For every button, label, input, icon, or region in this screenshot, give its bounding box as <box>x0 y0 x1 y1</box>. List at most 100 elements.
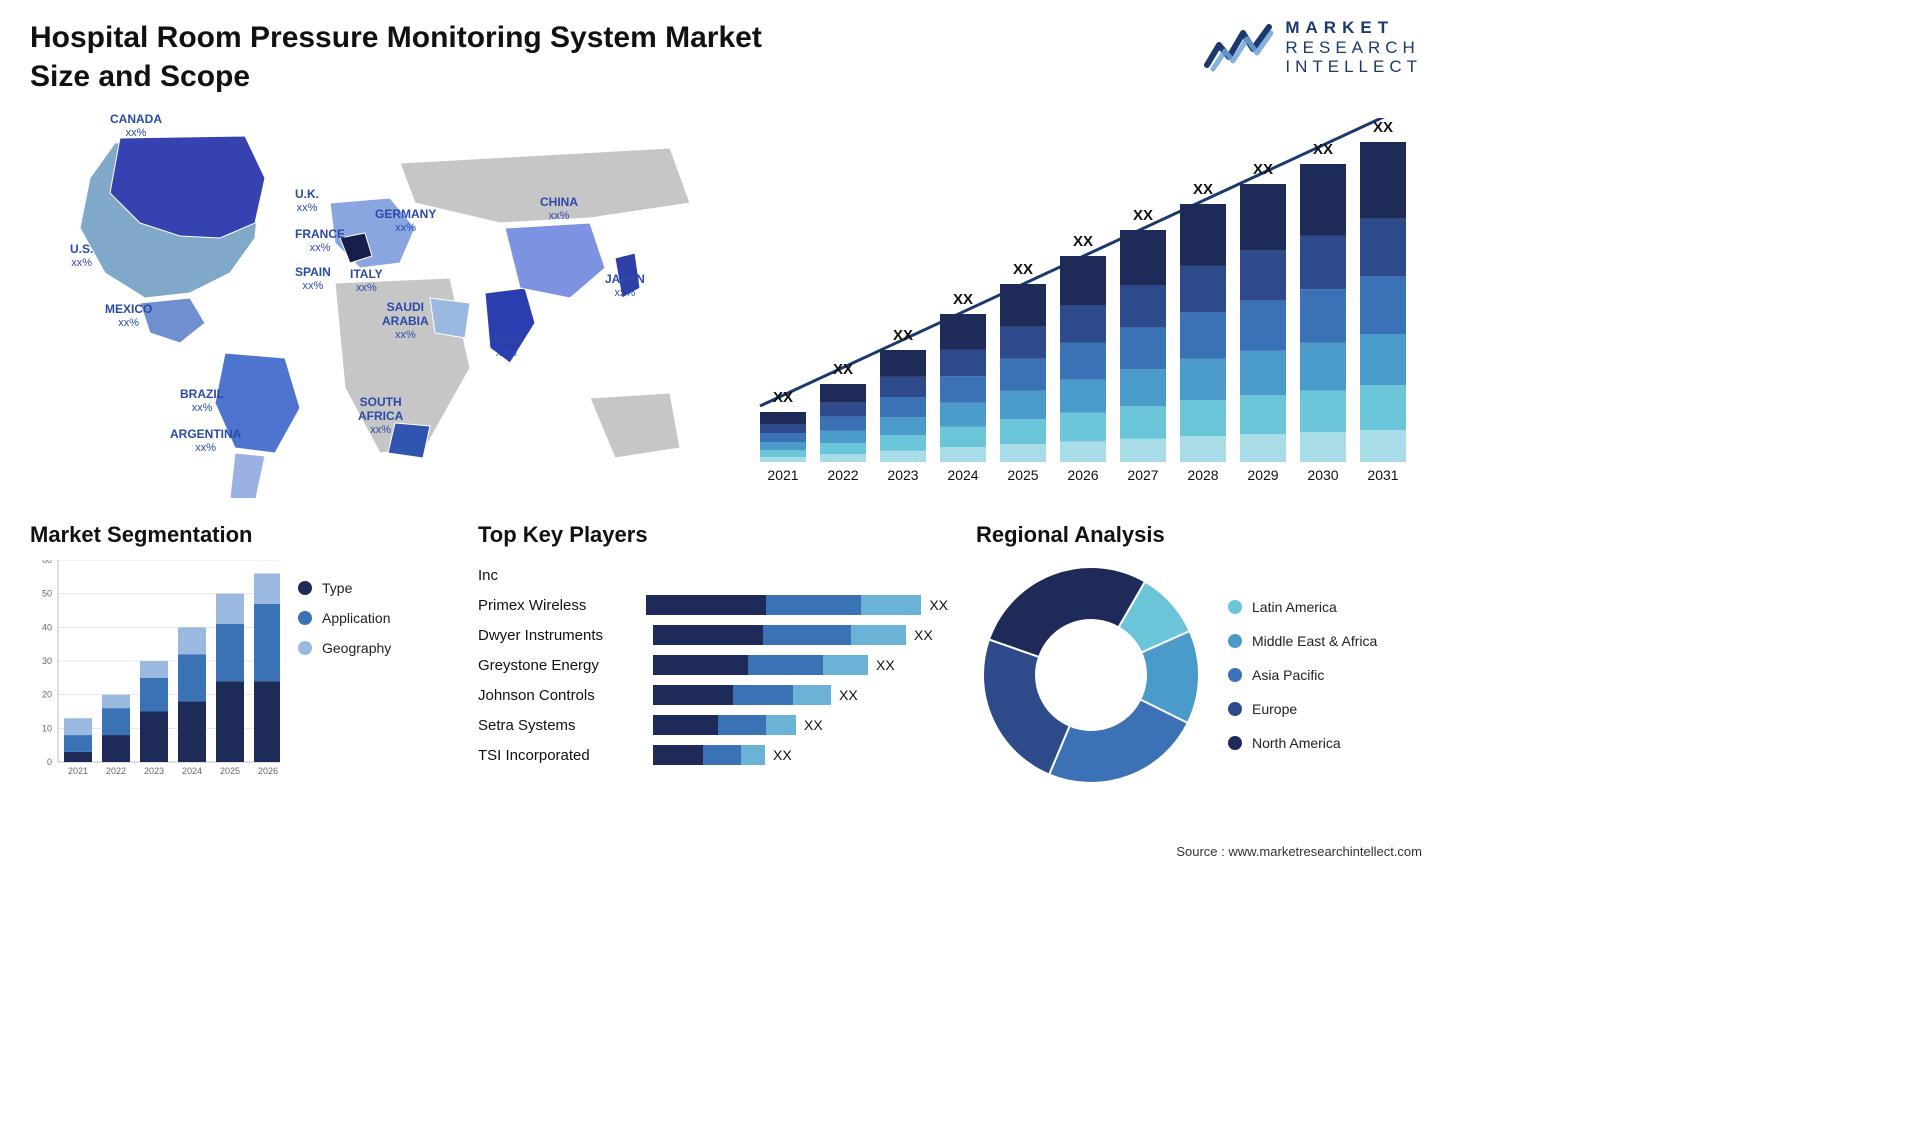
svg-text:60: 60 <box>42 560 52 565</box>
logo-line2: RESEARCH <box>1285 38 1422 58</box>
svg-text:XX: XX <box>1373 119 1393 136</box>
player-bar-segment <box>793 685 831 705</box>
logo-icon <box>1203 21 1275 73</box>
regional-legend: Latin America Middle East & Africa Asia Pa… <box>1228 599 1377 751</box>
player-name: Greystone Energy <box>478 657 643 674</box>
regional-legend-item: Europe <box>1228 701 1377 717</box>
svg-text:XX: XX <box>893 327 913 344</box>
source-text: Source : www.marketresearchintellect.com <box>1176 844 1422 859</box>
svg-text:2025: 2025 <box>1007 467 1038 483</box>
player-name: Primex Wireless <box>478 597 636 614</box>
player-bar-segment <box>653 625 763 645</box>
player-name: Inc <box>478 567 643 584</box>
player-value: XX <box>804 717 823 733</box>
regional-legend-item: Middle East & Africa <box>1228 633 1377 649</box>
svg-text:2028: 2028 <box>1187 467 1218 483</box>
player-bar <box>653 625 906 645</box>
svg-text:30: 30 <box>42 656 52 666</box>
growth-bar-chart: XX 2021 XX 2022 XX 2023 XX 2024 XX 2025 XX 2026 XX 20… <box>730 118 1410 488</box>
player-value: XX <box>773 747 792 763</box>
svg-text:2029: 2029 <box>1247 467 1278 483</box>
svg-text:2027: 2027 <box>1127 467 1158 483</box>
players-panel: Top Key Players IncPrimex WirelessXXDwye… <box>478 522 948 790</box>
map-label-china: CHINAxx% <box>540 196 578 222</box>
svg-text:2024: 2024 <box>947 467 978 483</box>
legend-swatch <box>298 611 312 625</box>
player-name: TSI Incorporated <box>478 747 643 764</box>
player-bar-segment <box>703 745 741 765</box>
svg-text:2021: 2021 <box>767 467 798 483</box>
legend-swatch <box>1228 702 1242 716</box>
player-row: Primex Wireless XX <box>478 590 948 620</box>
map-label-mexico: MEXICOxx% <box>105 303 152 329</box>
legend-swatch <box>1228 634 1242 648</box>
legend-label: Latin America <box>1252 599 1337 615</box>
svg-text:2026: 2026 <box>1067 467 1098 483</box>
svg-text:2022: 2022 <box>827 467 858 483</box>
player-value: XX <box>876 657 895 673</box>
svg-text:40: 40 <box>42 622 52 632</box>
map-label-u-s-: U.S.xx% <box>70 243 93 269</box>
brand-logo: MARKET RESEARCH INTELLECT <box>1203 18 1422 77</box>
legend-label: Asia Pacific <box>1252 667 1324 683</box>
regional-title: Regional Analysis <box>976 522 1422 548</box>
map-label-france: FRANCExx% <box>295 228 345 254</box>
map-label-canada: CANADAxx% <box>110 113 162 139</box>
svg-text:2031: 2031 <box>1367 467 1398 483</box>
map-label-argentina: ARGENTINAxx% <box>170 428 241 454</box>
world-map-panel: CANADAxx%U.S.xx%MEXICOxx%BRAZILxx%ARGENT… <box>30 108 710 498</box>
svg-text:10: 10 <box>42 723 52 733</box>
map-label-italy: ITALYxx% <box>350 268 383 294</box>
player-bar-segment <box>766 715 796 735</box>
player-value: XX <box>839 687 858 703</box>
player-row: Johnson Controls XX <box>478 680 948 710</box>
regional-legend-item: Asia Pacific <box>1228 667 1377 683</box>
legend-label: North America <box>1252 735 1341 751</box>
player-bar <box>653 685 831 705</box>
legend-label: Geography <box>322 640 391 656</box>
svg-text:XX: XX <box>1193 181 1213 198</box>
player-bar-segment <box>763 625 851 645</box>
player-bar <box>653 745 765 765</box>
svg-text:2024: 2024 <box>182 766 202 776</box>
player-row: Greystone Energy XX <box>478 650 948 680</box>
segmentation-bar-chart: 0102030405060202120222023202420252026 <box>30 560 280 780</box>
segmentation-legend: TypeApplicationGeography <box>298 580 391 656</box>
seg-legend-item: Application <box>298 610 391 626</box>
map-label-japan: JAPANxx% <box>605 273 645 299</box>
player-value: XX <box>929 597 948 613</box>
legend-label: Middle East & Africa <box>1252 633 1377 649</box>
svg-text:XX: XX <box>1313 141 1333 158</box>
player-bar-segment <box>653 715 718 735</box>
player-bar-segment <box>851 625 906 645</box>
player-bar-segment <box>718 715 766 735</box>
map-label-south-africa: SOUTHAFRICAxx% <box>358 396 403 436</box>
svg-text:2023: 2023 <box>887 467 918 483</box>
player-bar-segment <box>653 685 733 705</box>
player-row: Dwyer InstrumentsXX <box>478 620 948 650</box>
svg-text:2023: 2023 <box>144 766 164 776</box>
map-label-germany: GERMANYxx% <box>375 208 436 234</box>
player-bar-segment <box>733 685 793 705</box>
logo-line3: INTELLECT <box>1285 57 1422 77</box>
svg-text:XX: XX <box>1133 207 1153 224</box>
svg-text:20: 20 <box>42 690 52 700</box>
player-bar <box>646 595 921 615</box>
svg-text:XX: XX <box>773 389 793 406</box>
player-bar-segment <box>766 595 861 615</box>
player-name: Setra Systems <box>478 717 643 734</box>
player-bar-segment <box>653 745 703 765</box>
legend-swatch <box>1228 600 1242 614</box>
map-label-india: INDIAxx% <box>490 333 523 359</box>
logo-line1: MARKET <box>1285 18 1422 38</box>
player-name: Dwyer Instruments <box>478 627 643 644</box>
legend-swatch <box>1228 736 1242 750</box>
svg-text:2022: 2022 <box>106 766 126 776</box>
regional-donut-chart <box>976 560 1206 790</box>
map-label-spain: SPAINxx% <box>295 266 331 292</box>
svg-text:2026: 2026 <box>258 766 278 776</box>
svg-text:XX: XX <box>1253 161 1273 178</box>
svg-text:XX: XX <box>1013 261 1033 278</box>
svg-text:2025: 2025 <box>220 766 240 776</box>
player-name: Johnson Controls <box>478 687 643 704</box>
